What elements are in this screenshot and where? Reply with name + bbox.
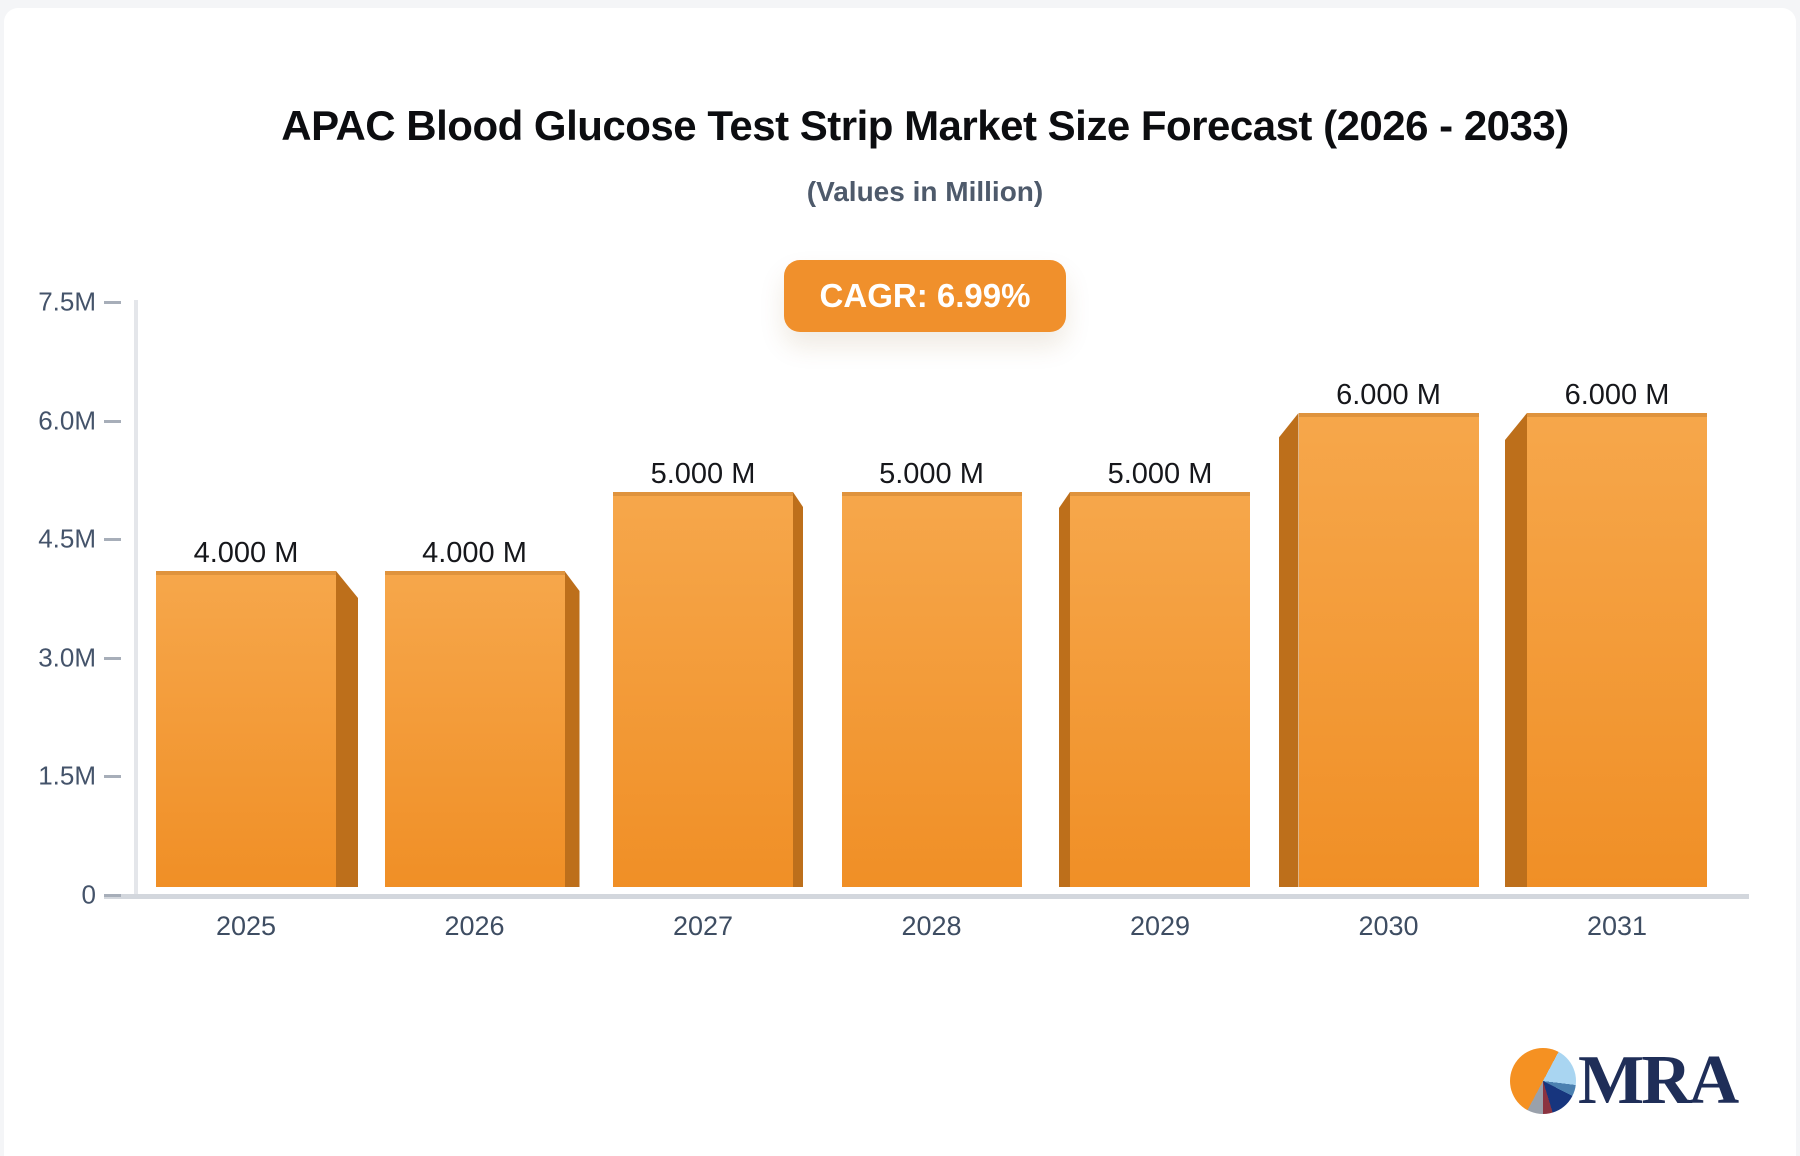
y-tick-label: 7.5M bbox=[38, 286, 96, 317]
cagr-badge-row: CAGR: 6.99% bbox=[54, 260, 1796, 332]
x-axis-baseline bbox=[104, 894, 1749, 899]
cagr-badge: CAGR: 6.99% bbox=[783, 260, 1067, 332]
x-tick-label-2031: 2031 bbox=[1586, 911, 1648, 941]
bar-2027[interactable] bbox=[613, 492, 793, 887]
y-tick-dash bbox=[104, 656, 121, 660]
y-tick-dash bbox=[104, 300, 121, 304]
x-tick-label-2027: 2027 bbox=[672, 911, 734, 941]
bar-2029[interactable] bbox=[1070, 492, 1250, 887]
logo-text: MRA bbox=[1578, 1042, 1739, 1119]
y-tick-label: 1.5M bbox=[38, 760, 96, 791]
bar-value-label: 5.000 M bbox=[879, 458, 984, 490]
y-tick-dash bbox=[104, 538, 121, 542]
chart-subtitle: (Values in Million) bbox=[806, 176, 1044, 207]
pie-chart-logo-icon bbox=[1510, 1048, 1576, 1114]
bar-2031[interactable] bbox=[1527, 413, 1707, 887]
y-axis-line bbox=[134, 300, 138, 894]
bar-top-edge bbox=[1527, 413, 1707, 417]
bar-value-label: 5.000 M bbox=[1107, 458, 1213, 490]
x-tick-label-2030: 2030 bbox=[1358, 911, 1419, 941]
bar-value-label: 6.000 M bbox=[1336, 379, 1441, 411]
bar-top-edge bbox=[841, 492, 1022, 496]
x-tick-label-2029: 2029 bbox=[1129, 911, 1191, 941]
bar-2025[interactable] bbox=[156, 571, 336, 887]
bar-top-edge bbox=[384, 571, 565, 575]
bar-chart-plot-area: 7.5M 6.0M 4.5M 3.0M 1.5M 0 4.000 M 4.000 M 5.00… bbox=[4, 8, 1796, 1156]
bar-2030[interactable] bbox=[1298, 413, 1479, 887]
y-tick-dash bbox=[104, 894, 121, 897]
bar-value-label: 5.000 M bbox=[650, 458, 756, 490]
bar-top-edge bbox=[1070, 492, 1250, 496]
y-tick-label: 0 bbox=[81, 879, 96, 910]
x-tick-label-2025: 2025 bbox=[215, 911, 277, 941]
x-tick-label-2028: 2028 bbox=[901, 911, 962, 941]
y-tick-dash bbox=[104, 775, 121, 779]
bar-3d-side bbox=[1278, 413, 1299, 887]
bar-3d-side bbox=[1505, 413, 1527, 887]
bar-3d-side bbox=[336, 571, 358, 887]
y-tick-label: 6.0M bbox=[38, 405, 96, 436]
bar-3d-side bbox=[1059, 492, 1070, 887]
bar-2026[interactable] bbox=[384, 571, 565, 887]
bar-top-edge bbox=[156, 571, 336, 575]
bar-2028[interactable] bbox=[841, 492, 1022, 887]
mra-logo: MRA bbox=[1510, 1042, 1739, 1119]
bar-top-edge bbox=[1298, 413, 1479, 417]
chart-card: APAC Blood Glucose Test Strip Market Siz… bbox=[4, 8, 1796, 1156]
bar-top-edge bbox=[613, 492, 793, 496]
bar-value-label: 4.000 M bbox=[422, 537, 527, 569]
bar-value-label: 4.000 M bbox=[193, 537, 299, 569]
bar-value-label: 6.000 M bbox=[1564, 379, 1670, 411]
bar-3d-side bbox=[564, 571, 580, 887]
x-tick-label-2026: 2026 bbox=[444, 911, 505, 941]
chart-title: APAC Blood Glucose Test Strip Market Siz… bbox=[281, 102, 1569, 149]
y-tick-label: 3.0M bbox=[38, 642, 96, 673]
y-tick-label: 4.5M bbox=[38, 523, 96, 554]
y-tick-dash bbox=[104, 419, 121, 423]
bar-3d-side bbox=[793, 492, 803, 887]
